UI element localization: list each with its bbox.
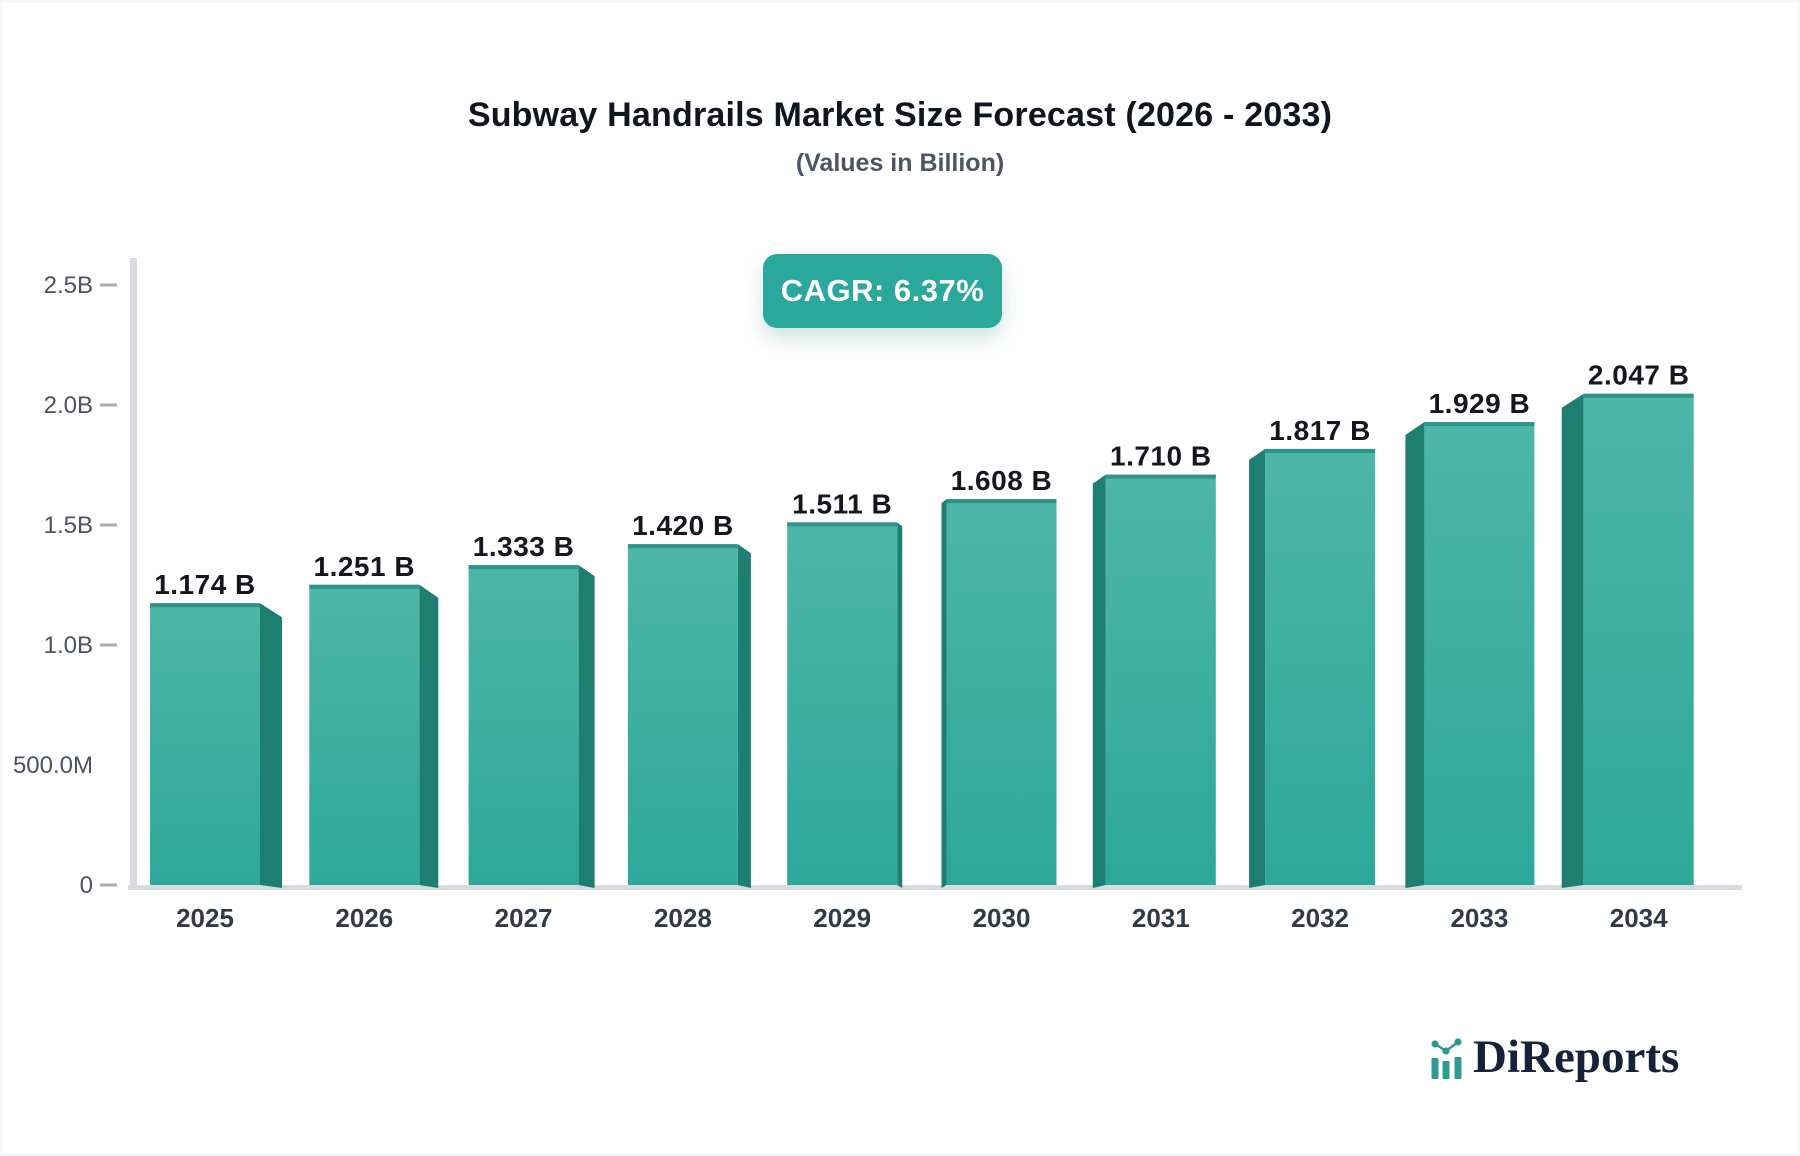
y-tick-label: 2.0B	[44, 392, 93, 419]
x-axis-label: 2025	[176, 903, 234, 933]
y-tick-label: 2.5B	[44, 272, 93, 299]
bar-group-2025: 1.174 B 2025	[150, 569, 282, 933]
bar-side-face	[578, 565, 595, 888]
bar-side-face	[897, 522, 903, 888]
chart-title: Subway Handrails Market Size Forecast (2…	[467, 96, 1333, 134]
bar-front-face	[627, 544, 738, 885]
bar-side-face	[260, 603, 282, 888]
bar-value-label: 1.420 B	[632, 510, 734, 541]
bar-front-face	[787, 522, 898, 885]
bar-top-edge	[1105, 474, 1216, 479]
bar-side-face	[941, 499, 947, 888]
bar-top-edge	[309, 584, 420, 589]
x-axis-label: 2030	[973, 903, 1031, 933]
chart-subtitle: (Values in Billion)	[795, 149, 1005, 177]
bar-group-2029: 1.511 B 2029	[787, 488, 903, 933]
y-tick-label: 1.5B	[44, 512, 93, 539]
y-axis-line	[130, 258, 137, 889]
bar-front-face	[1424, 422, 1535, 885]
y-tick-dash	[100, 523, 117, 527]
bar-top-edge	[468, 565, 579, 570]
bar-value-label: 1.608 B	[951, 465, 1053, 496]
bar-value-label: 1.174 B	[154, 569, 256, 600]
x-axis-label: 2034	[1610, 903, 1668, 933]
bar-value-label: 1.333 B	[473, 531, 575, 562]
bar-front-face	[309, 584, 420, 885]
bar-side-face	[1092, 474, 1106, 888]
bar-side-face	[1561, 393, 1584, 888]
bar-side-face	[1405, 422, 1425, 888]
bar-top-edge	[1583, 393, 1694, 398]
bar-group-2026: 1.251 B 2026	[309, 551, 439, 933]
bar-top-edge	[787, 522, 898, 527]
brand-logo: DiReports	[1428, 1034, 1679, 1081]
bar-top-edge	[150, 603, 260, 608]
x-axis-label: 2029	[813, 903, 871, 933]
bar-group-2027: 1.333 B 2027	[468, 531, 595, 933]
bar-group-2034: 2.047 B 2034	[1561, 360, 1694, 933]
y-tick-dash	[100, 883, 117, 887]
bar-top-edge	[1424, 422, 1535, 427]
y-tick-label: 500.0M	[13, 752, 93, 779]
bar-front-face	[150, 603, 260, 885]
bar-front-face	[1105, 474, 1216, 885]
bar-group-2028: 1.420 B 2028	[627, 510, 751, 933]
bar-front-face	[1265, 448, 1376, 885]
y-tick-label: 0	[80, 872, 93, 899]
bar-front-face	[1583, 393, 1694, 885]
x-axis-line	[128, 885, 1742, 890]
x-axis-label: 2028	[654, 903, 712, 933]
bar-top-edge	[1265, 448, 1376, 453]
mini-bar-chart-icon	[1431, 1038, 1462, 1079]
brand-name: DiReports	[1473, 1031, 1680, 1083]
bar-group-2030: 1.608 B 2030	[941, 465, 1057, 933]
bar-value-label: 1.929 B	[1429, 388, 1531, 419]
bar-front-face	[946, 499, 1057, 885]
bar-group-2032: 1.817 B 2032	[1249, 415, 1376, 933]
y-tick-dash	[100, 403, 117, 407]
bar-top-edge	[627, 544, 738, 549]
x-axis-label: 2031	[1132, 903, 1190, 933]
bar-group-2033: 1.929 B 2033	[1405, 388, 1535, 933]
x-axis-label: 2032	[1291, 903, 1349, 933]
bar-value-label: 1.710 B	[1110, 441, 1212, 472]
y-tick-dash	[100, 283, 117, 287]
cagr-badge-label: CAGR: 6.37%	[780, 273, 985, 308]
x-axis-label: 2026	[335, 903, 393, 933]
bar-value-label: 1.817 B	[1269, 415, 1371, 446]
x-axis-label: 2033	[1450, 903, 1508, 933]
bar-front-face	[468, 565, 579, 885]
bar-group-2031: 1.710 B 2031	[1092, 441, 1216, 933]
bar-value-label: 2.047 B	[1588, 360, 1690, 391]
y-tick-dash	[100, 643, 117, 647]
y-tick-label: 1.0B	[44, 632, 93, 659]
bar-value-label: 1.251 B	[314, 551, 416, 582]
bar-side-face	[737, 544, 751, 888]
bar-side-face	[419, 584, 439, 888]
cagr-badge: CAGR: 6.37%	[763, 254, 1002, 328]
bar-top-edge	[946, 499, 1057, 504]
bar-side-face	[1249, 448, 1266, 888]
bar-value-label: 1.511 B	[792, 488, 892, 519]
x-axis-label: 2027	[495, 903, 553, 933]
